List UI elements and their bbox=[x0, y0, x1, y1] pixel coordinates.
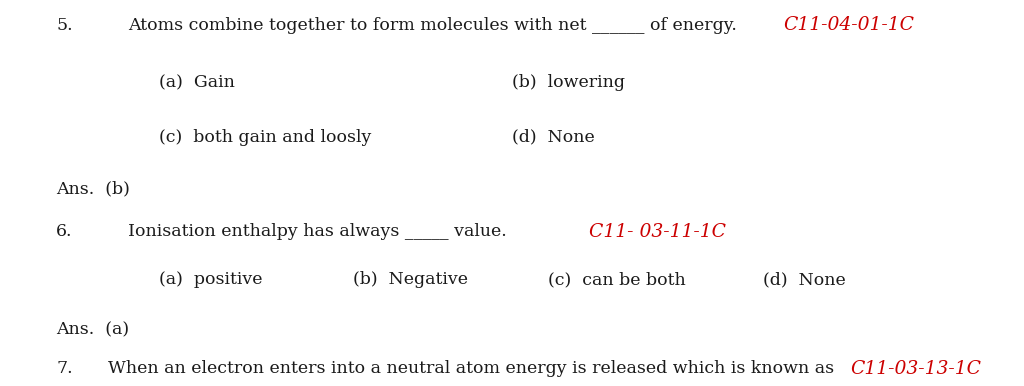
Text: (a)  Gain: (a) Gain bbox=[159, 74, 234, 91]
Text: C11-04-01-1C: C11-04-01-1C bbox=[783, 16, 914, 34]
Text: C11-03-13-1C: C11-03-13-1C bbox=[850, 360, 981, 378]
Text: Ans.  (a): Ans. (a) bbox=[56, 322, 129, 339]
Text: When an electron enters into a neutral atom energy is released which is known as: When an electron enters into a neutral a… bbox=[108, 360, 834, 377]
Text: Ionisation enthalpy has always _____ value.: Ionisation enthalpy has always _____ val… bbox=[128, 223, 507, 240]
Text: (d)  None: (d) None bbox=[763, 271, 846, 288]
Text: (c)  both gain and loosly: (c) both gain and loosly bbox=[159, 129, 371, 146]
Text: (b)  Negative: (b) Negative bbox=[353, 271, 468, 288]
Text: (b)  lowering: (b) lowering bbox=[512, 74, 625, 91]
Text: (c)  can be both: (c) can be both bbox=[548, 271, 686, 288]
Text: 5.: 5. bbox=[56, 17, 73, 34]
Text: (d)  None: (d) None bbox=[512, 129, 595, 146]
Text: 7.: 7. bbox=[56, 360, 73, 377]
Text: 6.: 6. bbox=[56, 223, 73, 240]
Text: (a)  positive: (a) positive bbox=[159, 271, 262, 288]
Text: Atoms combine together to form molecules with net ______ of energy.: Atoms combine together to form molecules… bbox=[128, 17, 737, 34]
Text: Ans.  (b): Ans. (b) bbox=[56, 181, 130, 198]
Text: C11- 03-11-1C: C11- 03-11-1C bbox=[589, 223, 726, 240]
